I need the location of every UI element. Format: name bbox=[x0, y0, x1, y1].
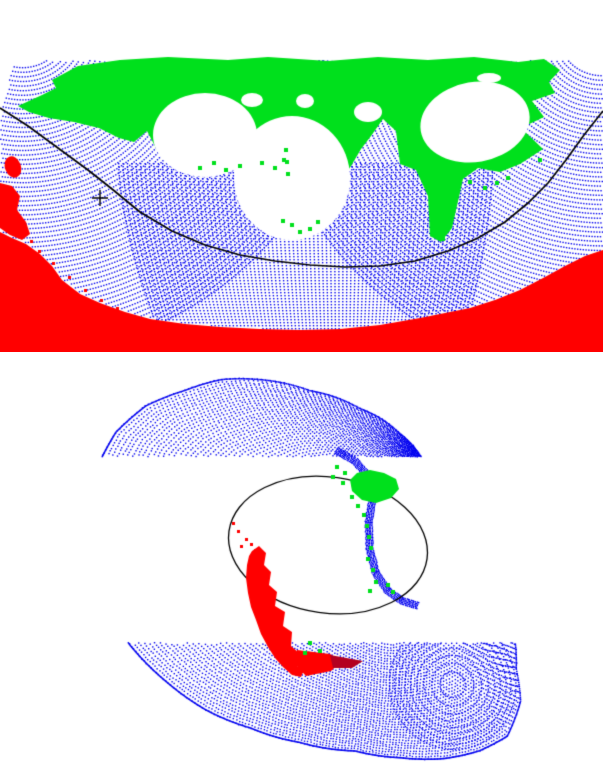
bottom-torus-panel bbox=[0, 352, 603, 763]
torus-flow-figure bbox=[0, 352, 603, 763]
planar-flow-field-figure bbox=[0, 0, 603, 352]
top-flow-panel bbox=[0, 0, 603, 352]
